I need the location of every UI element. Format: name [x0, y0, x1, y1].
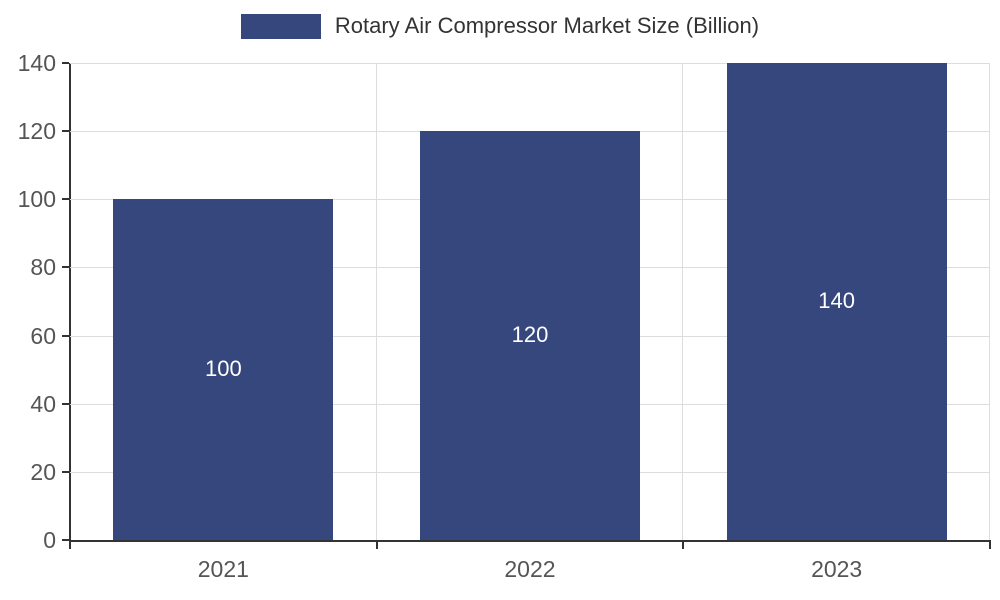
- x-axis-tick: [69, 542, 71, 549]
- y-axis-tick-label: 20: [30, 458, 56, 485]
- y-axis-tick: [62, 266, 69, 269]
- y-axis-tick: [62, 130, 69, 133]
- plot-area: 100 120 140: [70, 63, 990, 540]
- gridline-vertical: [682, 63, 684, 540]
- x-axis-label: 2021: [197, 556, 249, 582]
- legend-label: Rotary Air Compressor Market Size (Billi…: [334, 13, 760, 38]
- x-axis-tick: [375, 542, 378, 549]
- gridline-vertical: [989, 63, 990, 540]
- y-axis-tick: [62, 198, 69, 201]
- legend[interactable]: Rotary Air Compressor Market Size (Billi…: [0, 13, 1000, 39]
- y-axis-tick: [62, 62, 69, 64]
- x-axis-label: 2023: [811, 556, 863, 582]
- bar-value-label: 120: [511, 321, 549, 347]
- gridline-vertical: [375, 63, 377, 540]
- y-axis-tick-label: 60: [30, 322, 56, 349]
- bar-2022: [420, 131, 640, 540]
- bar-value-label: 140: [818, 287, 856, 313]
- y-axis-tick-label: 120: [17, 118, 56, 145]
- y-axis-tick: [62, 470, 69, 473]
- y-axis-line: [69, 63, 71, 542]
- y-axis-tick-label: 40: [30, 390, 56, 417]
- y-axis-tick: [62, 402, 69, 405]
- y-axis-tick: [62, 334, 69, 337]
- y-axis-tick: [62, 539, 69, 541]
- y-axis-tick-label: 0: [43, 527, 56, 553]
- x-axis-label: 2022: [504, 556, 556, 582]
- x-axis-tick: [989, 542, 991, 549]
- bar-2023: [726, 63, 947, 540]
- bar-2021: [113, 199, 334, 540]
- x-axis-tick: [682, 542, 685, 549]
- gridline-horizontal: [70, 63, 990, 64]
- y-axis-tick-label: 140: [17, 50, 56, 76]
- y-axis-tick-label: 100: [17, 186, 56, 213]
- bar-value-label: 100: [204, 355, 242, 381]
- legend-swatch: [240, 13, 321, 39]
- y-axis-tick-label: 80: [30, 254, 56, 281]
- x-axis-line: [69, 540, 991, 542]
